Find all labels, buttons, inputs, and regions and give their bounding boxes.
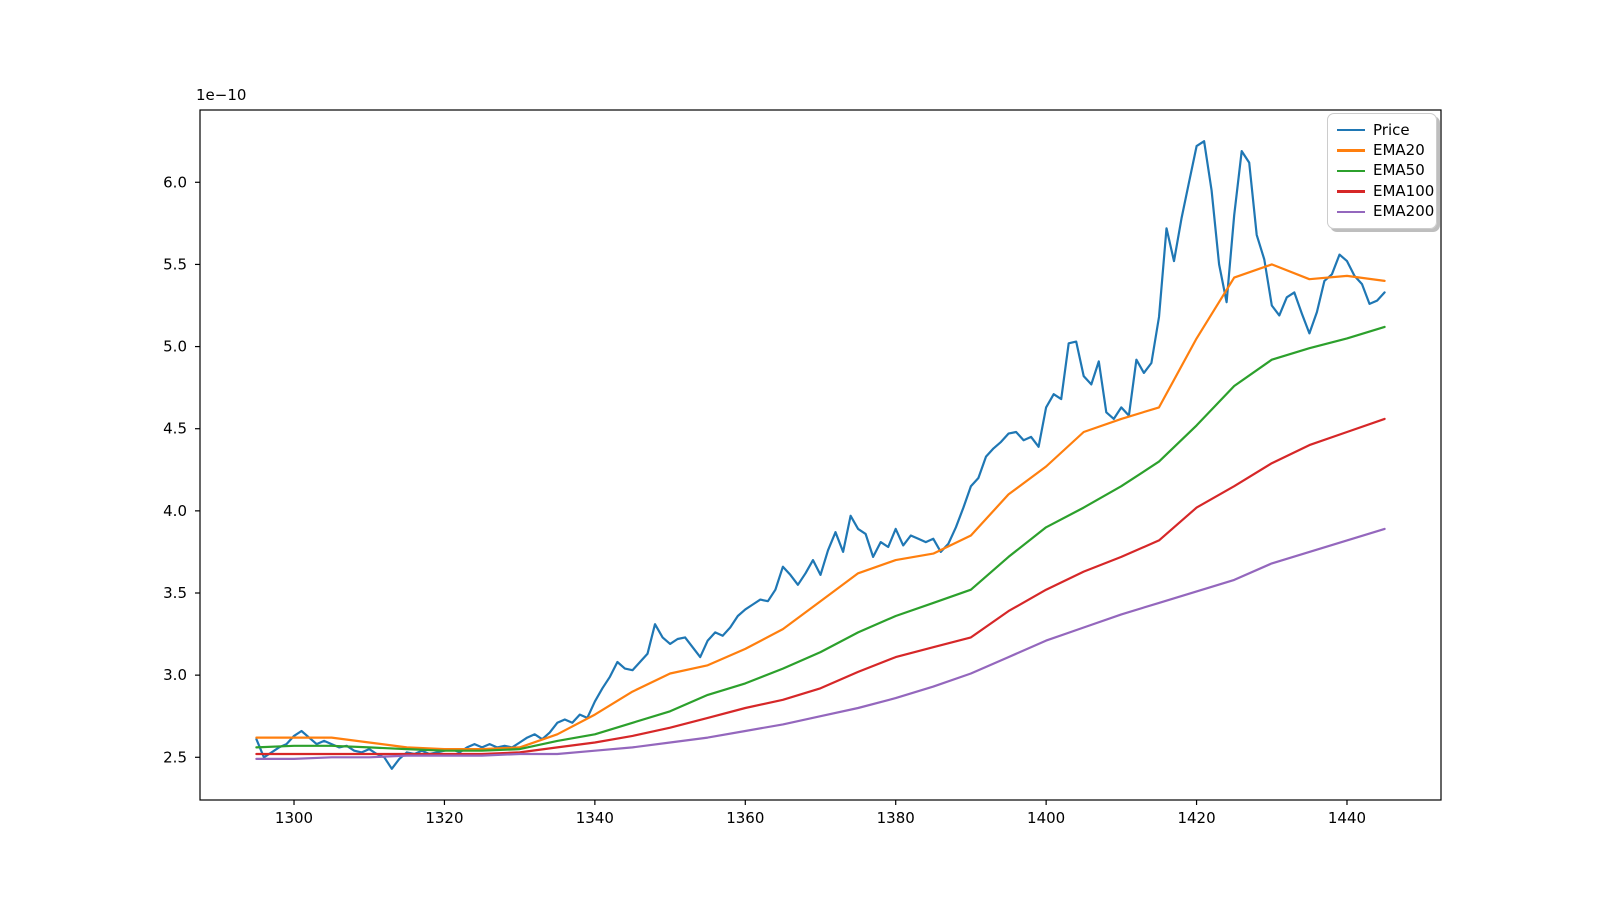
legend-item: EMA50 [1337, 161, 1427, 181]
y-tick-label: 5.0 [163, 338, 187, 356]
series-ema20-line [255, 263, 1386, 751]
y-tick-label: 6.0 [163, 173, 187, 191]
x-tick-label: 1380 [877, 809, 915, 827]
y-tick-label: 4.5 [163, 420, 187, 438]
legend-item-label: Price [1373, 120, 1410, 139]
x-tick-label: 1340 [576, 809, 614, 827]
legend-item: Price [1337, 120, 1427, 140]
y-tick-label: 5.5 [163, 255, 187, 273]
series-price-line [255, 140, 1386, 770]
y-tick-label: 3.0 [163, 666, 187, 684]
legend-line-sample [1337, 169, 1365, 173]
y-axis-offset-text: 1e−10 [196, 86, 247, 104]
legend-line-sample [1337, 149, 1365, 152]
x-tick-label: 1320 [425, 809, 463, 827]
legend-item-label: EMA200 [1373, 202, 1435, 221]
x-tick-label: 1360 [726, 809, 764, 827]
y-tick-label: 2.5 [163, 748, 187, 766]
legend-line-sample [1337, 129, 1365, 132]
series-ema50-line [255, 325, 1386, 752]
y-tick-label: 3.5 [163, 584, 187, 602]
series-ema100-line [255, 417, 1386, 756]
legend-item: EMA20 [1337, 140, 1427, 160]
x-tick-label: 1420 [1177, 809, 1215, 827]
x-tick-label: 1440 [1328, 809, 1366, 827]
legend-item: EMA200 [1337, 202, 1434, 222]
y-tick-label: 4.0 [163, 502, 187, 520]
x-tick-label: 1400 [1027, 809, 1065, 827]
legend-line-sample [1337, 210, 1365, 213]
axes-spines [199, 109, 1442, 801]
legend: Price EMA20 EMA50 EMA100 EMA200 [1327, 113, 1437, 229]
legend-item: EMA100 [1337, 181, 1434, 201]
legend-item-label: EMA50 [1373, 161, 1425, 180]
series-ema200-line [255, 527, 1386, 761]
legend-item-label: EMA20 [1373, 141, 1425, 160]
legend-line-sample [1337, 190, 1365, 193]
x-tick-label: 1300 [275, 809, 313, 827]
legend-item-label: EMA100 [1373, 181, 1435, 200]
